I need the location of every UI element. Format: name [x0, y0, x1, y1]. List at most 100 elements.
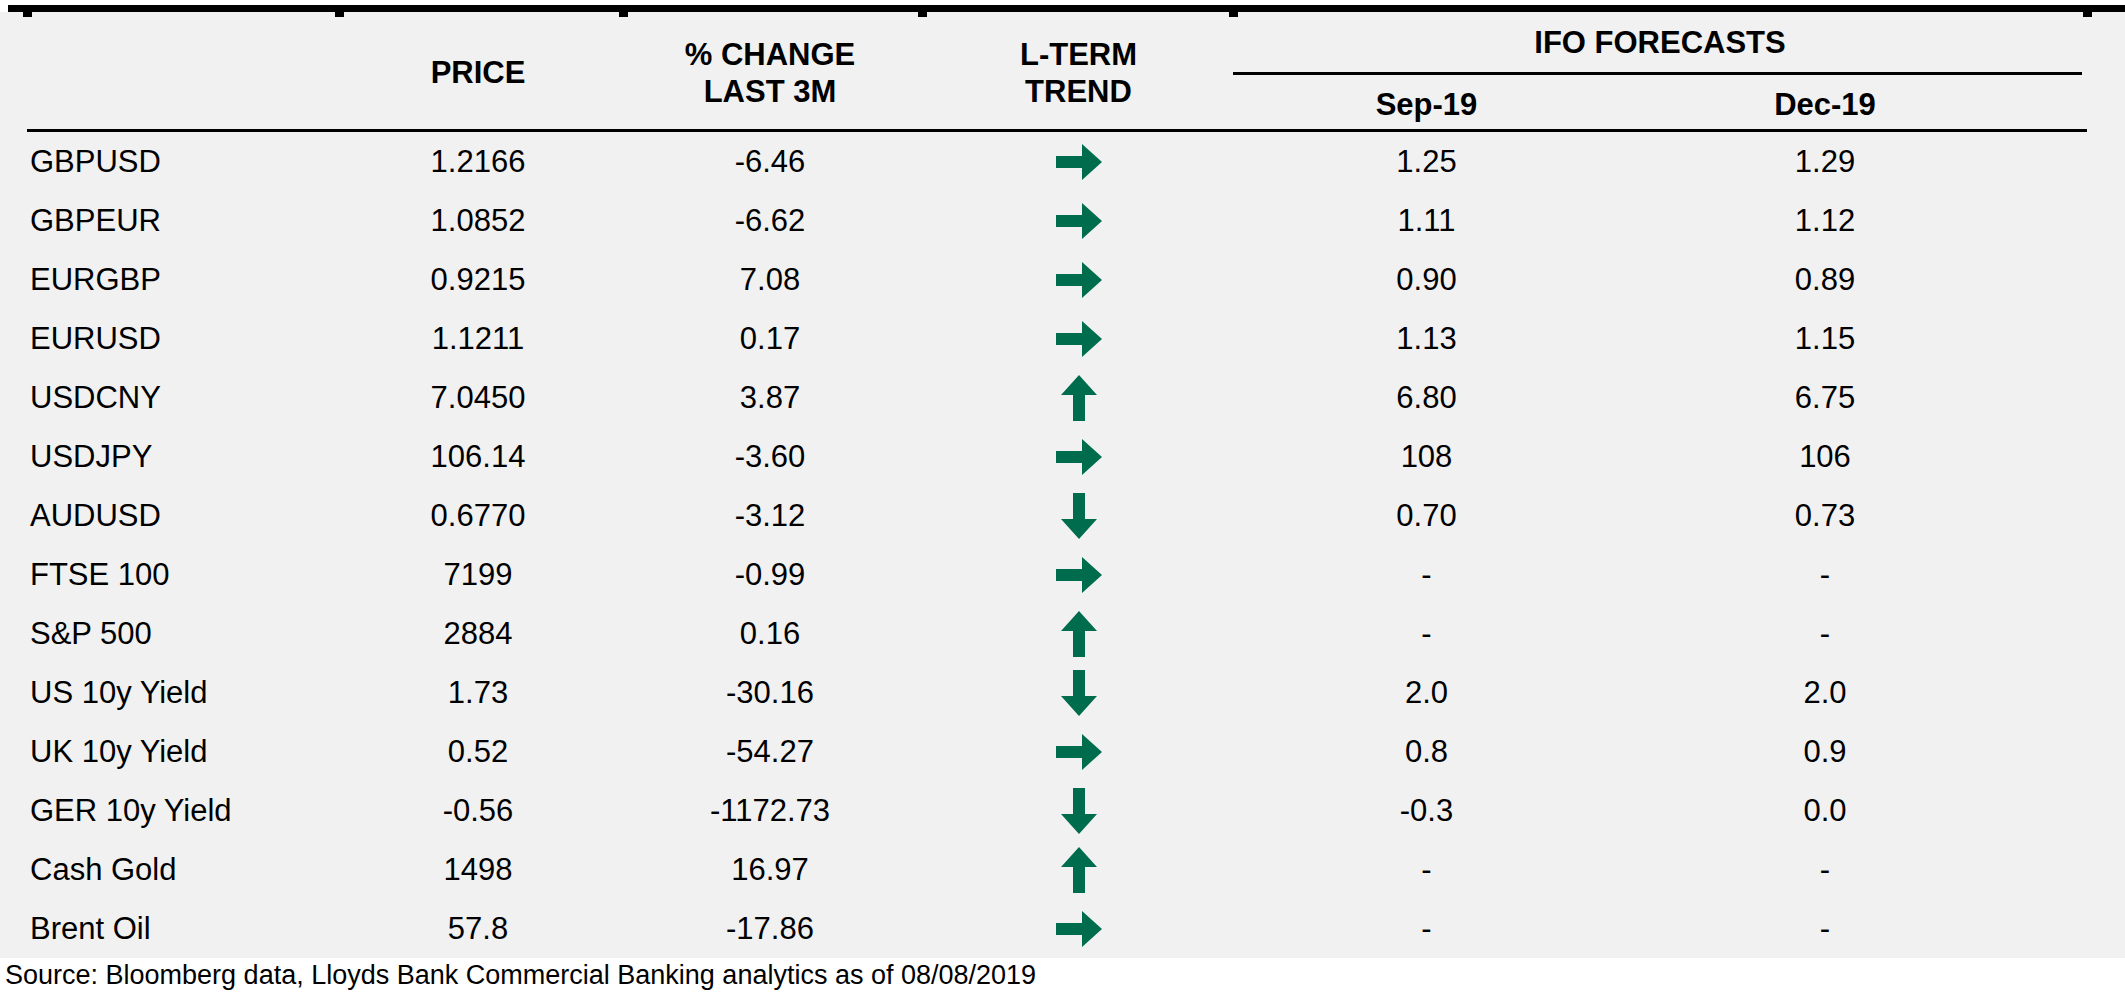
trend-down-arrow-icon	[1058, 668, 1100, 718]
dec19-forecast-value: 1.29	[1620, 144, 2030, 180]
source-note: Source: Bloomberg data, Lloyds Bank Comm…	[5, 958, 1036, 992]
trend-cell	[924, 200, 1233, 242]
trend-down-arrow-icon	[1058, 491, 1100, 541]
dec19-forecast-value: -	[1620, 852, 2030, 888]
trend-right-arrow-icon	[1054, 318, 1104, 360]
trend-cell	[924, 318, 1233, 360]
price-value: 0.6770	[340, 498, 616, 534]
change-3m-value: -3.12	[616, 498, 924, 534]
price-value: 1498	[340, 852, 616, 888]
change-column-header: % CHANGE LAST 3M	[616, 36, 924, 110]
trend-up-arrow-icon	[1058, 373, 1100, 423]
instrument-label: Brent Oil	[0, 911, 340, 947]
price-value: 7.0450	[340, 380, 616, 416]
price-value: 1.0852	[340, 203, 616, 239]
price-value: 1.2166	[340, 144, 616, 180]
column-tick-mark	[23, 12, 32, 17]
trend-right-arrow-icon	[1054, 436, 1104, 478]
table-row: USDJPY 106.14 -3.60 108 106	[0, 427, 2125, 486]
sep19-forecast-value: 0.70	[1233, 498, 1620, 534]
dec19-forecast-value: 1.12	[1620, 203, 2030, 239]
sep19-forecast-value: 6.80	[1233, 380, 1620, 416]
instrument-label: GER 10y Yield	[0, 793, 340, 829]
sep19-forecast-value: 1.13	[1233, 321, 1620, 357]
trend-right-arrow-icon	[1054, 908, 1104, 950]
table-row: AUDUSD 0.6770 -3.12 0.70 0.73	[0, 486, 2125, 545]
instrument-label: EURUSD	[0, 321, 340, 357]
dec19-column-header: Dec-19	[1620, 86, 2030, 123]
sep19-forecast-value: 1.25	[1233, 144, 1620, 180]
instrument-label: UK 10y Yield	[0, 734, 340, 770]
table-row: FTSE 100 7199 -0.99 - -	[0, 545, 2125, 604]
trend-up-arrow-icon	[1058, 845, 1100, 895]
sep19-forecast-value: 108	[1233, 439, 1620, 475]
price-column-header: PRICE	[340, 54, 616, 91]
trend-right-arrow-icon	[1054, 554, 1104, 596]
trend-cell	[924, 849, 1233, 891]
trend-right-arrow-icon	[1054, 731, 1104, 773]
table-row: GBPUSD 1.2166 -6.46 1.25 1.29	[0, 132, 2125, 191]
trend-right-arrow-icon	[1054, 141, 1104, 183]
price-value: 0.52	[340, 734, 616, 770]
trend-header-line2: TREND	[924, 73, 1233, 110]
table-row: USDCNY 7.0450 3.87 6.80 6.75	[0, 368, 2125, 427]
change-3m-value: -54.27	[616, 734, 924, 770]
price-value: 106.14	[340, 439, 616, 475]
sep19-forecast-value: 0.8	[1233, 734, 1620, 770]
table-body: GBPUSD 1.2166 -6.46 1.25 1.29 GBPEUR 1.0…	[0, 132, 2125, 958]
sep19-column-header: Sep-19	[1233, 86, 1620, 123]
instrument-label: FTSE 100	[0, 557, 340, 593]
trend-cell	[924, 495, 1233, 537]
trend-cell	[924, 731, 1233, 773]
dec19-forecast-value: -	[1620, 616, 2030, 652]
column-tick-mark	[1229, 12, 1238, 17]
trend-cell	[924, 377, 1233, 419]
change-3m-value: 7.08	[616, 262, 924, 298]
dec19-forecast-value: -	[1620, 557, 2030, 593]
column-tick-mark	[335, 12, 344, 17]
price-value: 7199	[340, 557, 616, 593]
trend-cell	[924, 672, 1233, 714]
instrument-label: AUDUSD	[0, 498, 340, 534]
column-tick-mark	[918, 12, 927, 17]
dec19-forecast-value: 0.9	[1620, 734, 2030, 770]
change-3m-value: 0.16	[616, 616, 924, 652]
dec19-forecast-value: 0.0	[1620, 793, 2030, 829]
column-tick-mark	[619, 12, 628, 17]
dec19-forecast-value: 2.0	[1620, 675, 2030, 711]
trend-down-arrow-icon	[1058, 786, 1100, 836]
sep19-forecast-value: -	[1233, 852, 1620, 888]
instrument-label: GBPUSD	[0, 144, 340, 180]
table-row: GER 10y Yield -0.56 -1172.73 -0.3 0.0	[0, 781, 2125, 840]
sep19-forecast-value: -	[1233, 616, 1620, 652]
market-data-table-page: PRICE % CHANGE LAST 3M L-TERM TREND IFO …	[0, 0, 2125, 995]
trend-right-arrow-icon	[1054, 200, 1104, 242]
trend-header-line1: L-TERM	[924, 36, 1233, 73]
trend-up-arrow-icon	[1058, 609, 1100, 659]
table-top-border	[8, 5, 2125, 12]
dec19-forecast-value: 0.89	[1620, 262, 2030, 298]
trend-cell	[924, 613, 1233, 655]
price-value: 1.73	[340, 675, 616, 711]
instrument-label: US 10y Yield	[0, 675, 340, 711]
trend-column-header: L-TERM TREND	[924, 36, 1233, 110]
table-row: EURUSD 1.1211 0.17 1.13 1.15	[0, 309, 2125, 368]
table-row: US 10y Yield 1.73 -30.16 2.0 2.0	[0, 663, 2125, 722]
sep19-forecast-value: 0.90	[1233, 262, 1620, 298]
table-row: Cash Gold 1498 16.97 - -	[0, 840, 2125, 899]
table-row: S&P 500 2884 0.16 - -	[0, 604, 2125, 663]
dec19-forecast-value: -	[1620, 911, 2030, 947]
dec19-forecast-value: 1.15	[1620, 321, 2030, 357]
trend-cell	[924, 790, 1233, 832]
dec19-forecast-value: 0.73	[1620, 498, 2030, 534]
change-3m-value: -1172.73	[616, 793, 924, 829]
change-3m-value: -6.62	[616, 203, 924, 239]
table-row: GBPEUR 1.0852 -6.62 1.11 1.12	[0, 191, 2125, 250]
price-value: -0.56	[340, 793, 616, 829]
trend-cell	[924, 141, 1233, 183]
instrument-label: USDCNY	[0, 380, 340, 416]
change-header-line2: LAST 3M	[616, 73, 924, 110]
price-value: 1.1211	[340, 321, 616, 357]
change-3m-value: -0.99	[616, 557, 924, 593]
change-3m-value: -17.86	[616, 911, 924, 947]
